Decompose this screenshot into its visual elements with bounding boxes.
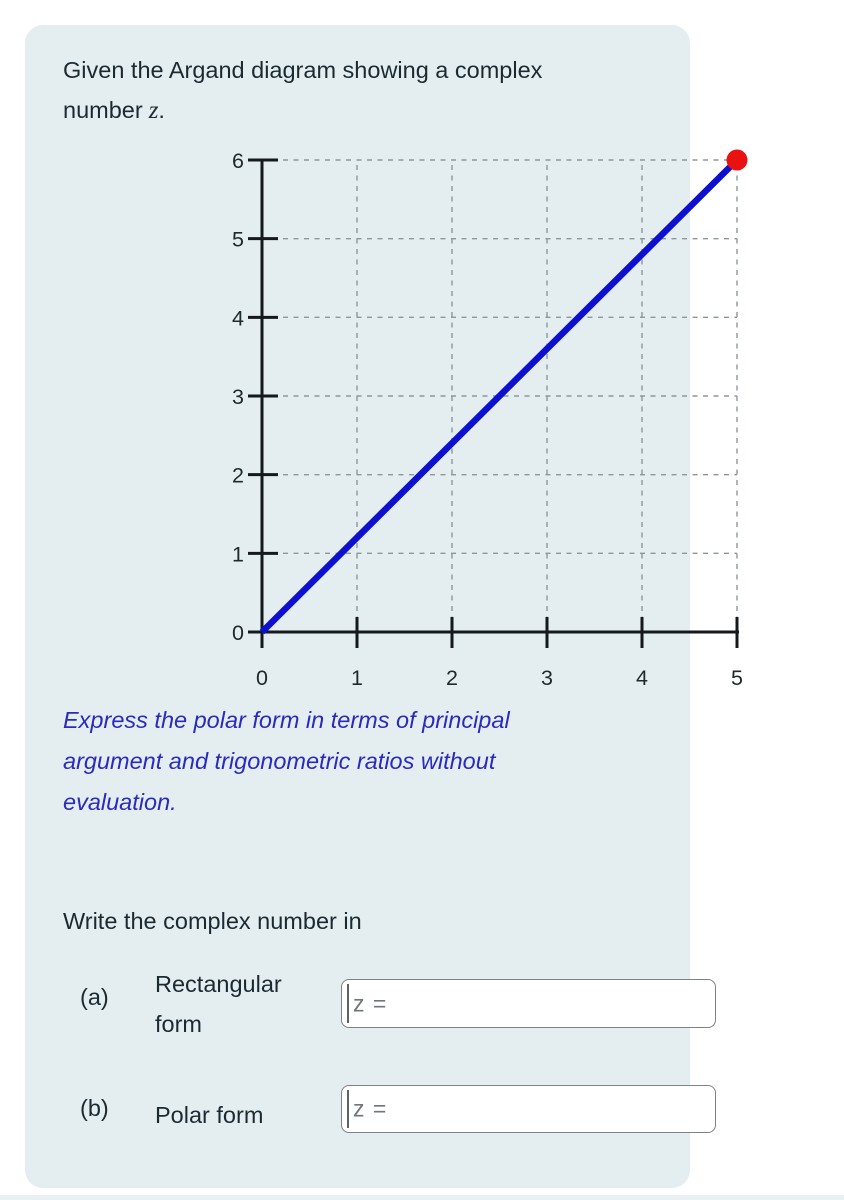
svg-text:4: 4 <box>232 306 244 330</box>
svg-text:5: 5 <box>731 666 743 690</box>
part-a-label: (a) <box>80 984 109 1010</box>
question-title: Given the Argand diagram showing a compl… <box>63 50 593 131</box>
svg-text:1: 1 <box>351 666 363 690</box>
text-caret <box>347 1090 349 1128</box>
svg-text:3: 3 <box>232 385 244 409</box>
part-a-answer-input[interactable]: z = <box>341 979 716 1028</box>
question-title-suffix: . <box>158 97 165 123</box>
part-b-label: (b) <box>80 1095 109 1121</box>
math-symbol-z: z <box>148 97 159 124</box>
question-title-text: Given the Argand diagram showing a compl… <box>63 57 543 123</box>
next-card-edge <box>0 1195 844 1200</box>
svg-text:1: 1 <box>232 542 244 566</box>
svg-text:0: 0 <box>232 621 244 645</box>
svg-text:2: 2 <box>446 666 458 690</box>
svg-text:5: 5 <box>232 228 244 252</box>
svg-text:4: 4 <box>636 666 648 690</box>
z-equals-prefix-a: z = <box>353 990 388 1016</box>
text-caret <box>347 984 349 1023</box>
svg-text:2: 2 <box>232 464 244 488</box>
z-equals-prefix-b: z = <box>353 1095 388 1122</box>
write-prompt: Write the complex number in <box>63 908 362 934</box>
polar-form-instruction: Express the polar form in terms of princ… <box>63 707 510 815</box>
part-b-answer-input[interactable]: z = <box>341 1085 716 1133</box>
part-a-name: Rectangular form <box>155 971 282 1037</box>
svg-text:3: 3 <box>541 666 553 690</box>
svg-text:0: 0 <box>256 666 268 690</box>
part-b-name: Polar form <box>155 1102 264 1128</box>
svg-text:6: 6 <box>232 149 244 173</box>
argand-diagram: 0 1 2 3 4 5 0 1 2 3 4 5 6 <box>210 140 790 700</box>
